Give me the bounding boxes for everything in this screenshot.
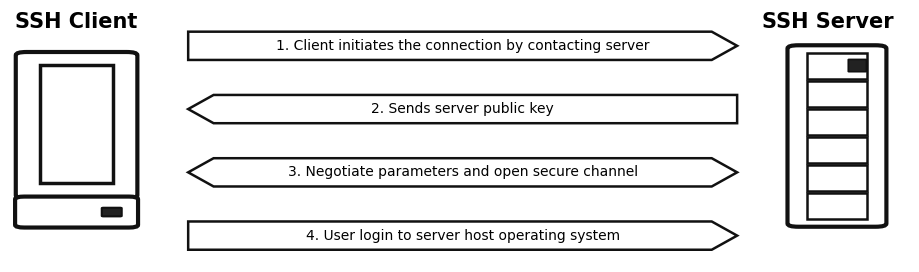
Polygon shape xyxy=(188,95,736,123)
FancyBboxPatch shape xyxy=(787,45,885,227)
FancyBboxPatch shape xyxy=(16,52,137,199)
FancyBboxPatch shape xyxy=(102,208,121,216)
Text: 3. Negotiate parameters and open secure channel: 3. Negotiate parameters and open secure … xyxy=(288,165,637,179)
Polygon shape xyxy=(188,32,736,60)
Text: SSH Client: SSH Client xyxy=(16,12,138,32)
Text: 1. Client initiates the connection by contacting server: 1. Client initiates the connection by co… xyxy=(276,39,649,53)
FancyBboxPatch shape xyxy=(40,65,113,183)
Text: 2. Sends server public key: 2. Sends server public key xyxy=(371,102,553,116)
FancyBboxPatch shape xyxy=(806,193,867,220)
Polygon shape xyxy=(188,221,736,250)
FancyBboxPatch shape xyxy=(806,165,867,191)
Text: 4. User login to server host operating system: 4. User login to server host operating s… xyxy=(305,228,619,243)
FancyBboxPatch shape xyxy=(806,81,867,107)
Polygon shape xyxy=(188,158,736,187)
FancyBboxPatch shape xyxy=(15,197,138,228)
FancyBboxPatch shape xyxy=(847,59,866,72)
FancyBboxPatch shape xyxy=(806,137,867,163)
Text: SSH Server: SSH Server xyxy=(761,12,892,32)
FancyBboxPatch shape xyxy=(806,52,867,79)
FancyBboxPatch shape xyxy=(806,109,867,135)
